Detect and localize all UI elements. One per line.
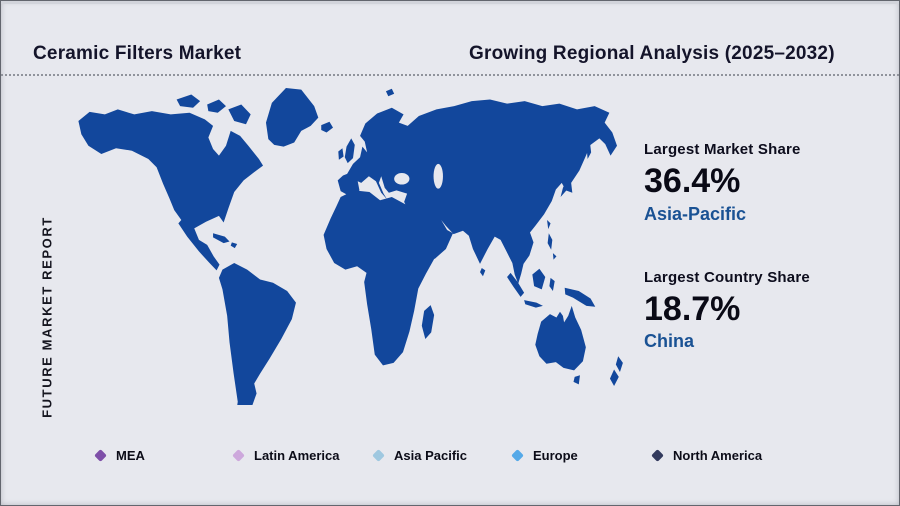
top-band [1,1,899,4]
caspian-sea [433,163,443,189]
world-landmass [78,87,623,405]
world-map [59,83,647,405]
legend-label-mea: MEA [116,447,145,463]
legend-item-asia-pacific: Asia Pacific [372,445,467,465]
legend-label-asia-pacific: Asia Pacific [394,447,467,463]
legend-item-europe: Europe [511,445,578,465]
legend-label-north-america: North America [673,447,763,463]
legend-marker-asia-pacific [372,448,385,462]
stat-value: 18.7% [644,289,741,328]
legend-item-latin-america: Latin America [232,445,340,465]
legend-item-north-america: North America [651,445,763,465]
legend-marker-mea [94,448,107,462]
stat-country-share: Largest Country Share 18.7% China [644,269,894,353]
stat-market-share: Largest Market Share 36.4% Asia-Pacific [644,141,894,225]
stat-label: Largest Country Share [644,268,810,286]
legend-marker-latin-america [232,448,245,462]
legend-label-latin-america: Latin America [254,447,340,463]
stat-label: Largest Market Share [644,141,801,158]
page-subtitle: Growing Regional Analysis (2025–2032) [469,43,835,64]
stat-region: Asia-Pacific [644,203,747,224]
black-sea [394,172,410,185]
legend-label-europe: Europe [533,447,578,463]
stats-panel: Largest Market Share 36.4% Asia-Pacific … [644,141,894,396]
world-map-svg [78,87,623,405]
legend-item-mea: MEA [94,445,145,465]
header-divider [1,74,899,76]
stat-value: 36.4% [644,162,741,200]
legend-marker-europe [511,448,524,462]
legend-marker-north-america [651,448,664,462]
legend: MEA Latin America Asia Pacific Europe No… [1,445,899,467]
stat-region: China [644,331,695,352]
brand-vertical-text: FUTURE MARKET REPORT [39,216,55,418]
page-title: Ceramic Filters Market [33,43,242,64]
